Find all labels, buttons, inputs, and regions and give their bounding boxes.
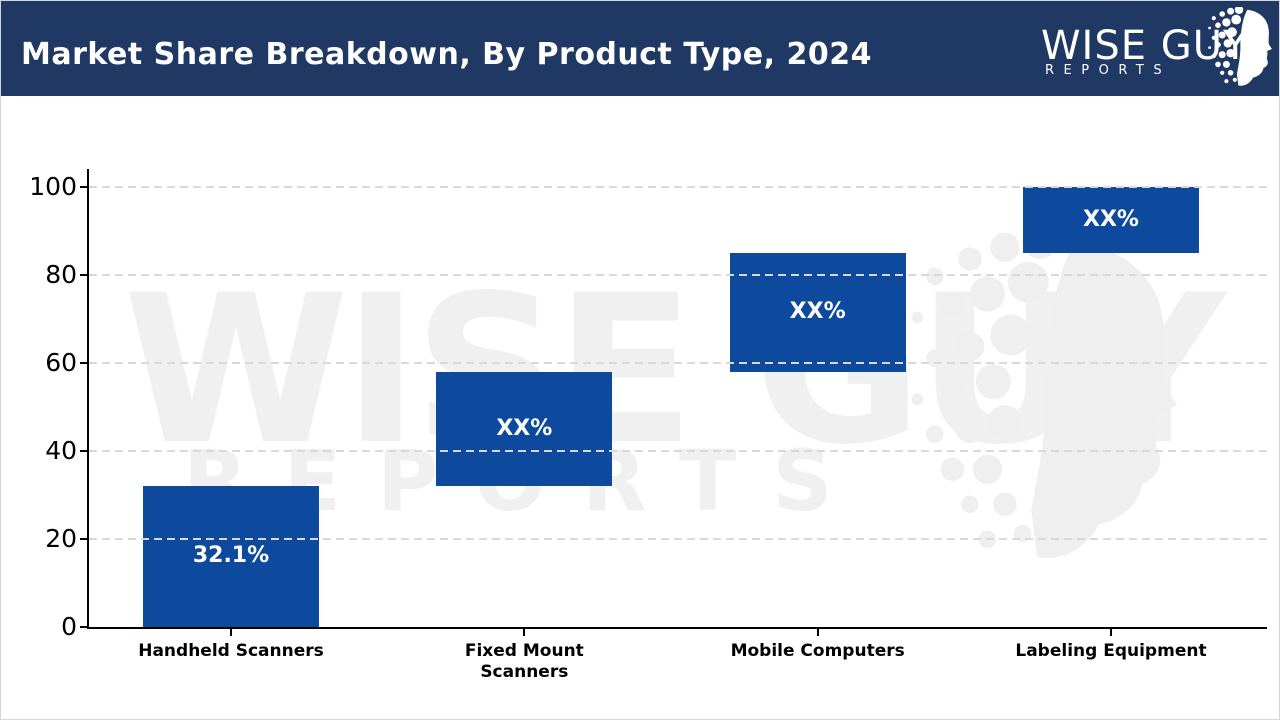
bar-handheld-scanners <box>143 485 319 627</box>
logo-subtitle: REPORTS <box>1045 63 1172 78</box>
header-bar: Market Share Breakdown, By Product Type,… <box>1 1 1279 96</box>
wiseguy-logo: WISE GUY REPORTS <box>1036 1 1279 96</box>
x-category-label-labeling-equipment: Labeling Equipment <box>1015 641 1207 661</box>
y-tick-label-0: 0 <box>61 612 77 641</box>
bar-value-label-fixed-mount-scanners: XX% <box>496 415 553 441</box>
bar-mobile-computers <box>729 253 906 372</box>
gridline-80 <box>89 274 1267 276</box>
y-tick-label-60: 60 <box>45 348 77 377</box>
x-tick-mark-handheld-scanners <box>230 629 232 636</box>
x-axis-line <box>87 627 1267 629</box>
bar-value-label-handheld-scanners: 32.1% <box>192 543 270 569</box>
y-tick-mark-80 <box>80 274 89 276</box>
page-title: Market Share Breakdown, By Product Type,… <box>21 37 872 72</box>
y-tick-mark-60 <box>80 362 89 364</box>
y-tick-label-100: 100 <box>29 172 77 201</box>
bar-value-label-mobile-computers: XX% <box>789 299 846 325</box>
y-tick-label-40: 40 <box>45 436 77 465</box>
logo-wordmark: WISE GUY <box>1041 23 1249 69</box>
x-tick-mark-labeling-equipment <box>1109 629 1112 636</box>
x-tick-mark-fixed-mount-scanners <box>523 629 526 636</box>
y-tick-mark-100 <box>80 186 89 188</box>
y-tick-label-80: 80 <box>45 260 77 289</box>
x-category-label-mobile-computers: Mobile Computers <box>730 641 905 661</box>
x-category-label-fixed-mount-scanners: Fixed Mount Scanners <box>464 641 584 682</box>
bar-value-label-labeling-equipment: XX% <box>1083 207 1139 232</box>
bar-fixed-mount-scanners <box>436 371 613 486</box>
wiseguy-face-icon <box>1208 7 1272 86</box>
y-tick-label-20: 20 <box>45 524 77 553</box>
y-tick-mark-20 <box>80 538 89 540</box>
x-category-label-handheld-scanners: Handheld Scanners <box>138 641 324 661</box>
x-tick-mark-mobile-computers <box>816 629 819 636</box>
y-axis-line <box>87 169 89 629</box>
y-tick-mark-0 <box>80 626 89 628</box>
y-tick-mark-40 <box>80 450 89 452</box>
gridline-40 <box>89 450 1267 452</box>
gridline-60 <box>89 362 1267 364</box>
